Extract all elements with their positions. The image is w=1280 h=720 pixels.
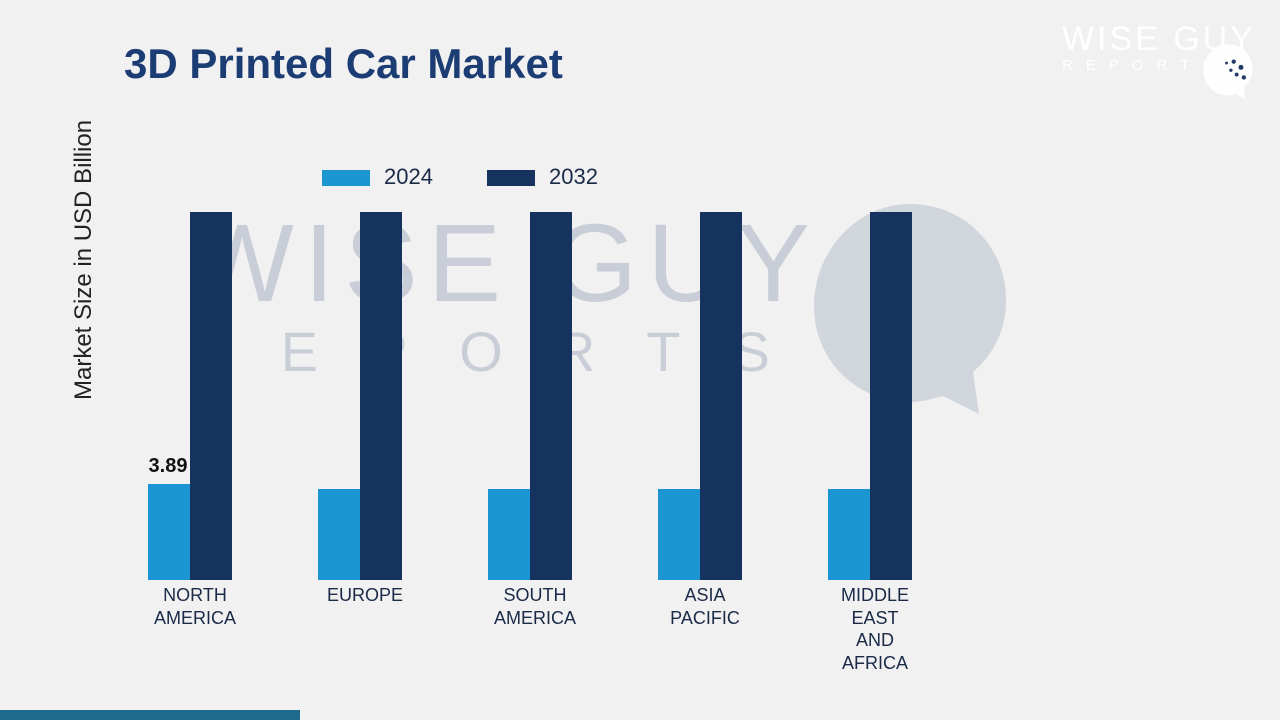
bar-2024 [488,489,530,580]
bar-2032 [190,212,232,580]
bar-2024 [658,489,700,580]
bar-2032 [870,212,912,580]
x-tick-label: MIDDLEEASTANDAFRICA [800,584,950,674]
x-tick-label: ASIAPACIFIC [630,584,780,629]
bar-2032 [530,212,572,580]
y-axis-label: Market Size in USD Billion [70,120,98,400]
x-tick-label: SOUTHAMERICA [460,584,610,629]
bar-2024 [148,484,190,580]
bar-2032 [700,212,742,580]
brand-logo: WISE GUY REPORTS [1062,22,1256,73]
chart-title: 3D Printed Car Market [124,40,563,88]
legend-swatch [487,170,535,186]
x-tick-label: NORTHAMERICA [120,584,270,629]
x-tick-label: EUROPE [290,584,440,607]
bar-2032 [360,212,402,580]
brand-head-icon [1192,40,1264,112]
bar-2024 [318,489,360,580]
legend: 2024 2032 [0,164,920,190]
legend-item: 2024 [322,164,433,190]
bar-2024 [828,489,870,580]
legend-swatch [322,170,370,186]
legend-item: 2032 [487,164,598,190]
data-label: 3.89 [138,455,198,478]
bar-chart: 3.89 [120,210,950,580]
bottom-accent-bar [0,710,300,720]
